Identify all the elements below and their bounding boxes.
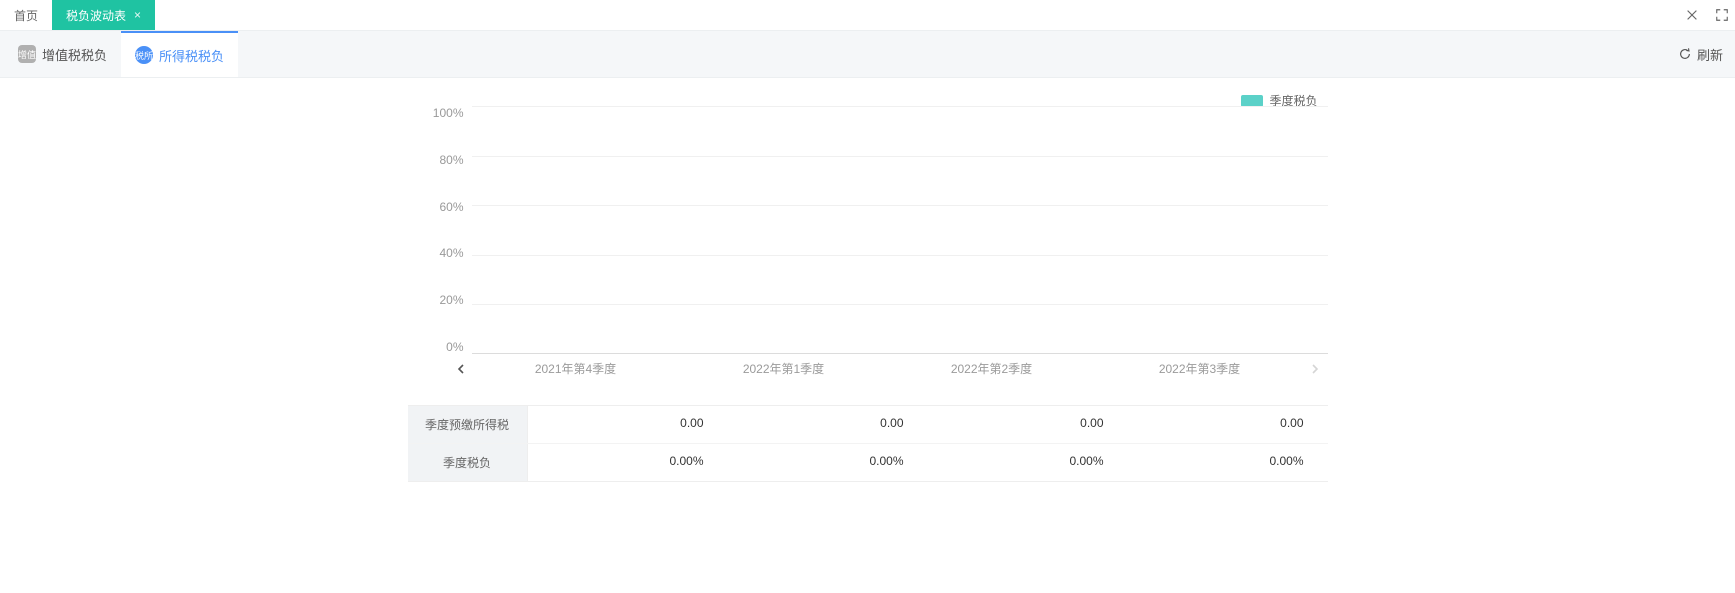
- content-area: 季度税负 100% 80% 60% 40% 20% 0% 2021年第4季度2022年第1…: [0, 78, 1735, 522]
- plot-row: 100% 80% 60% 40% 20% 0%: [408, 106, 1328, 354]
- grid-line: [472, 205, 1328, 206]
- table-cell: 0.00: [928, 406, 1128, 443]
- y-tick-label: 60%: [439, 200, 463, 214]
- x-axis-line: [472, 353, 1328, 354]
- tab-income-tax-burden[interactable]: 税所 所得税税负: [121, 31, 238, 77]
- row-cells: 0.00%0.00%0.00%0.00%: [528, 444, 1328, 481]
- x-tick-label: 2022年第1季度: [680, 360, 888, 377]
- tab-home[interactable]: 首页: [0, 0, 52, 30]
- row-header: 季度预缴所得税: [408, 406, 528, 443]
- window-controls: [1683, 0, 1735, 30]
- refresh-icon: [1678, 47, 1692, 61]
- browser-tab-bar: 首页 税负波动表 ×: [0, 0, 1735, 30]
- tab-vat-burden[interactable]: 增值 增值税税负: [4, 31, 121, 77]
- grid-line: [472, 106, 1328, 107]
- row-cells: 0.000.000.000.00: [528, 406, 1328, 443]
- fullscreen-icon[interactable]: [1713, 6, 1731, 24]
- income-badge-icon: 税所: [135, 46, 153, 64]
- table-cell: 0.00%: [928, 444, 1128, 481]
- refresh-button[interactable]: 刷新: [1678, 45, 1723, 64]
- data-table: 季度预缴所得税0.000.000.000.00季度税负0.00%0.00%0.0…: [408, 405, 1328, 482]
- sub-toolbar: 增值 增值税税负 税所 所得税税负 刷新: [0, 30, 1735, 78]
- tab-income-label: 所得税税负: [159, 46, 224, 65]
- tab-tax-fluctuation-label: 税负波动表: [66, 7, 126, 24]
- grid-line: [472, 156, 1328, 157]
- table-row: 季度税负0.00%0.00%0.00%0.00%: [408, 444, 1328, 481]
- next-period-arrow[interactable]: [1308, 362, 1322, 376]
- table-cell: 0.00%: [1128, 444, 1328, 481]
- grid-line: [472, 255, 1328, 256]
- chart-container: 季度税负 100% 80% 60% 40% 20% 0% 2021年第4季度2022年第1…: [408, 88, 1328, 482]
- legend-swatch: [1241, 95, 1263, 107]
- x-axis: 2021年第4季度2022年第1季度2022年第2季度2022年第3季度: [472, 360, 1304, 377]
- x-tick-label: 2022年第3季度: [1096, 360, 1304, 377]
- y-tick-label: 100%: [433, 106, 464, 120]
- vat-badge-icon: 增值: [18, 45, 36, 63]
- table-cell: 0.00%: [728, 444, 928, 481]
- y-tick-label: 20%: [439, 293, 463, 307]
- grid-line: [472, 304, 1328, 305]
- tab-vat-label: 增值税税负: [42, 45, 107, 64]
- x-tick-label: 2022年第2季度: [888, 360, 1096, 377]
- y-tick-label: 40%: [439, 246, 463, 260]
- table-cell: 0.00: [728, 406, 928, 443]
- table-row: 季度预缴所得税0.000.000.000.00: [408, 406, 1328, 444]
- table-cell: 0.00: [1128, 406, 1328, 443]
- table-cell: 0.00%: [528, 444, 728, 481]
- y-tick-label: 80%: [439, 153, 463, 167]
- row-header: 季度税负: [408, 444, 528, 481]
- close-icon[interactable]: ×: [134, 8, 141, 22]
- plot-area: [472, 106, 1328, 354]
- sub-tab-list: 增值 增值税税负 税所 所得税税负: [4, 31, 238, 77]
- x-tick-label: 2021年第4季度: [472, 360, 680, 377]
- close-window-icon[interactable]: [1683, 6, 1701, 24]
- tab-tax-fluctuation[interactable]: 税负波动表 ×: [52, 0, 155, 30]
- y-axis: 100% 80% 60% 40% 20% 0%: [408, 106, 472, 354]
- tab-home-label: 首页: [14, 7, 38, 24]
- x-axis-row: 2021年第4季度2022年第1季度2022年第2季度2022年第3季度: [408, 360, 1328, 377]
- prev-period-arrow[interactable]: [454, 362, 468, 376]
- y-tick-label: 0%: [446, 340, 463, 354]
- table-cell: 0.00: [528, 406, 728, 443]
- refresh-label: 刷新: [1697, 45, 1723, 64]
